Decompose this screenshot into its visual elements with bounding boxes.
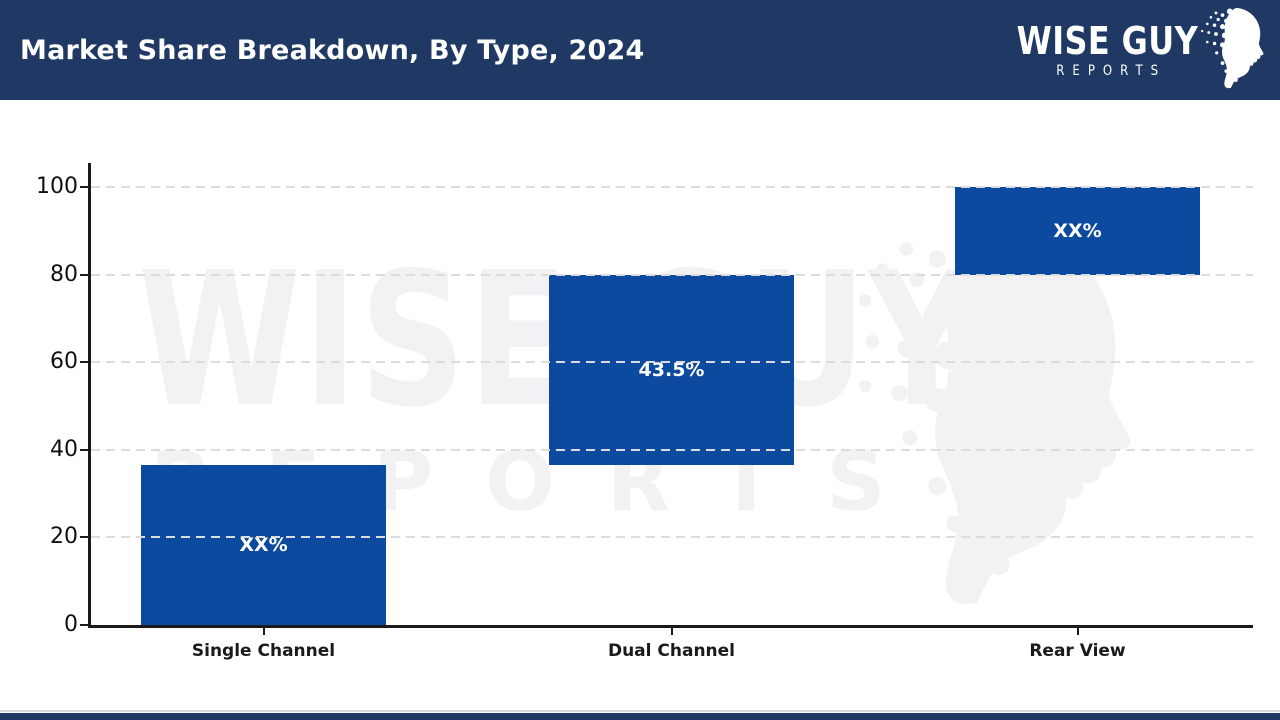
gridline-100 [91, 186, 1253, 188]
x-tick-label-0: Single Channel [191, 641, 336, 661]
gridline-60 [91, 361, 1253, 364]
x-tick-2 [1076, 628, 1079, 635]
x-tick-label-2: Rear View [1029, 641, 1126, 661]
y-tick-label-80: 80 [50, 261, 78, 287]
page-title: Market Share Breakdown, By Type, 2024 [20, 34, 645, 66]
y-tick-label-40: 40 [50, 436, 78, 462]
x-tick-1 [670, 628, 673, 635]
bar-value-label: 43.5% [638, 358, 705, 381]
x-axis-spine [88, 625, 1253, 628]
bar-single-channel: XX% [141, 465, 386, 625]
y-tick-20 [80, 536, 88, 539]
bar-rear-view: XX% [955, 187, 1200, 275]
y-tick-80 [80, 273, 88, 276]
bar-value-label: XX% [1053, 219, 1102, 242]
y-tick-label-0: 0 [64, 612, 78, 637]
x-tick-label-1: Dual Channel [607, 641, 736, 661]
footer-bar [0, 713, 1280, 720]
y-tick-0 [80, 624, 88, 626]
dotted-head-logo-icon [1192, 5, 1272, 95]
y-tick-40 [80, 448, 88, 451]
logo-wordmark: WISE GUY [1016, 19, 1198, 63]
logo-text: WISE GUY REPORTS [1016, 19, 1198, 79]
bar-dual-channel: 43.5% [549, 274, 794, 466]
y-tick-100 [80, 186, 88, 188]
header-bar: Market Share Breakdown, By Type, 2024 WI… [0, 0, 1280, 100]
wise-guy-reports-logo: WISE GUY REPORTS [1016, 0, 1280, 100]
y-tick-60 [80, 361, 88, 364]
y-axis-spine [88, 163, 91, 628]
gridline-20 [91, 536, 1253, 539]
bar-value-label: XX% [239, 534, 288, 557]
bottom-edge-line [0, 710, 1280, 712]
y-tick-label-60: 60 [50, 349, 78, 375]
y-tick-label-100: 100 [36, 174, 78, 199]
logo-subtitle: REPORTS [1056, 62, 1166, 79]
gridline-80 [91, 273, 1253, 276]
watermark-head-icon [782, 218, 1182, 630]
gridline-40 [91, 448, 1253, 451]
chart-area: WISE GUY REPORTS 0 20 40 60 80 100 XX% 43.5% XX%… [0, 100, 1280, 710]
x-tick-0 [262, 628, 265, 635]
y-tick-label-20: 20 [50, 524, 78, 550]
